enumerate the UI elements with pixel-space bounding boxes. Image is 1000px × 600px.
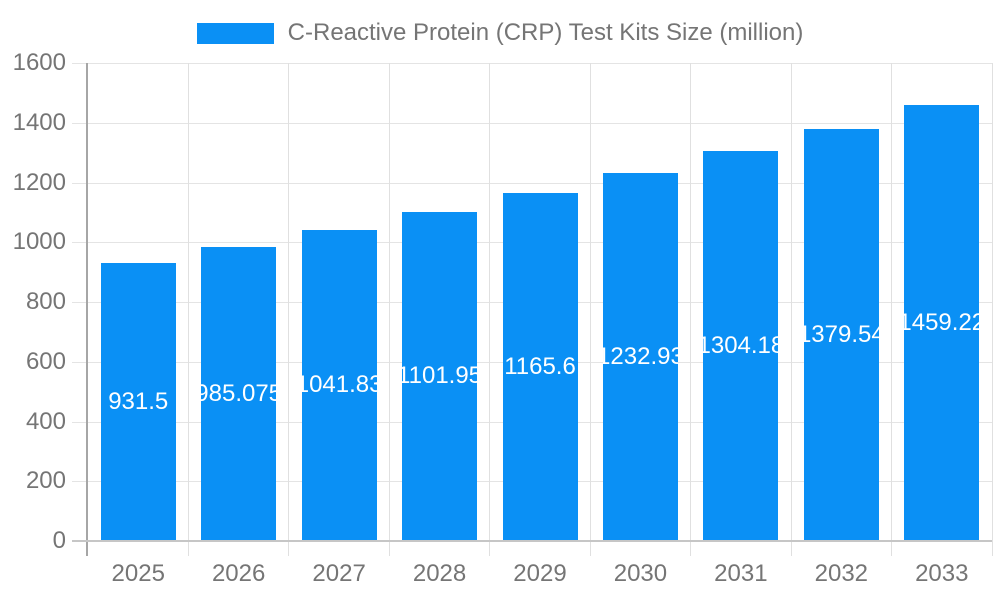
x-axis-tick-label: 2032	[814, 560, 869, 587]
bar-2026[interactable]: 985.075	[201, 246, 277, 541]
bar-value-label: 1232.93	[602, 342, 678, 370]
gridline-vertical	[690, 63, 692, 556]
gridline-horizontal	[72, 63, 992, 64]
bar-value-label: 1379.54	[803, 320, 879, 348]
x-axis-tick-label: 2028	[412, 560, 467, 587]
gridline-vertical	[891, 63, 893, 556]
chart-title: C-Reactive Protein (CRP) Test Kits Size …	[287, 19, 804, 46]
x-axis-tick-label: 2033	[915, 560, 969, 587]
x-axis-tick-label: 2026	[211, 560, 266, 587]
gridline-horizontal	[72, 122, 992, 124]
x-axis-tick-label: 2029	[513, 560, 567, 587]
x-axis-line	[72, 540, 992, 542]
x-axis-tick-label: 2031	[714, 560, 768, 587]
bar-value-label: 985.075	[201, 379, 277, 407]
chart-legend[interactable]: C-Reactive Protein (CRP) Test Kits Size …	[0, 19, 1000, 47]
gridline-horizontal	[72, 182, 992, 184]
gridline-vertical	[388, 63, 390, 556]
y-axis-tick-label: 1000	[12, 228, 66, 256]
y-axis-line	[86, 63, 88, 556]
y-axis-tick-label: 400	[25, 407, 66, 435]
y-axis-tick-label: 1600	[12, 49, 66, 76]
bar-2033[interactable]: 1459.22	[904, 105, 980, 541]
legend-swatch-icon	[196, 22, 274, 44]
x-axis-tick-label: 2027	[312, 560, 366, 587]
y-axis-tick-label: 1400	[12, 108, 66, 136]
bar-value-label: 1041.83	[301, 371, 377, 399]
bar-2028[interactable]: 1101.95	[402, 211, 478, 541]
plot-area: 1600 1400 1200 1000 800 600 400 200 0 931.5 2025 98…	[13, 51, 993, 587]
bar-2025[interactable]: 931.5	[100, 262, 176, 541]
bar-2029[interactable]: 1165.6	[502, 192, 578, 541]
bar-value-label: 1459.22	[904, 309, 980, 337]
bar-value-label: 1101.95	[402, 362, 478, 390]
gridline-vertical	[589, 63, 591, 556]
x-axis-tick-label: 2030	[613, 560, 668, 587]
bar-2027[interactable]: 1041.83	[301, 229, 377, 541]
y-axis-tick-label: 0	[52, 527, 66, 554]
y-axis-tick-label: 1200	[12, 168, 66, 196]
y-axis-tick-label: 200	[25, 467, 66, 495]
bar-value-label: 1165.6	[504, 352, 576, 380]
gridline-vertical	[187, 63, 189, 556]
gridline-vertical	[790, 63, 792, 556]
bar-2032[interactable]: 1379.54	[803, 128, 879, 541]
gridline-vertical	[288, 63, 290, 556]
y-axis-tick-label: 800	[25, 288, 66, 315]
bar-value-label: 1304.18	[703, 332, 779, 360]
gridline-vertical	[489, 63, 491, 556]
bar-value-label: 931.5	[108, 387, 169, 415]
bar-2030[interactable]: 1232.93	[602, 172, 678, 541]
gridline-vertical	[991, 63, 993, 556]
x-axis-tick-label: 2025	[111, 560, 165, 587]
bar-2031[interactable]: 1304.18	[703, 151, 779, 541]
y-axis-tick-label: 600	[25, 347, 66, 375]
